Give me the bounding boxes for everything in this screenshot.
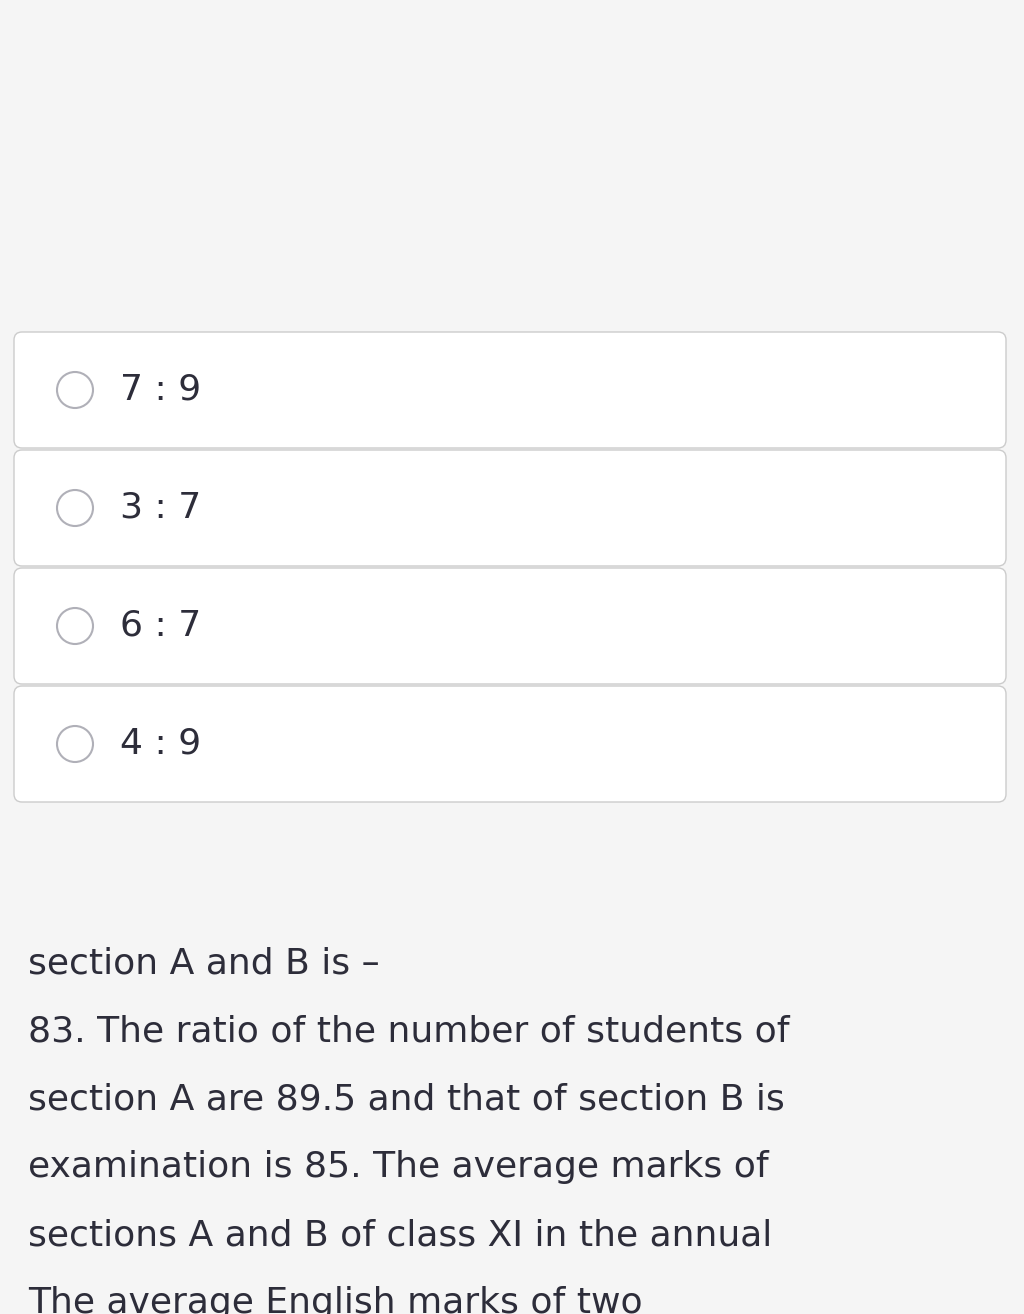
Text: 4 : 9: 4 : 9 <box>120 727 201 761</box>
FancyBboxPatch shape <box>14 332 1006 448</box>
Text: 3 : 7: 3 : 7 <box>120 491 202 526</box>
FancyBboxPatch shape <box>14 449 1006 566</box>
Circle shape <box>57 490 93 526</box>
Text: 6 : 7: 6 : 7 <box>120 608 202 643</box>
Text: 83. The ratio of the number of students of: 83. The ratio of the number of students … <box>28 1014 790 1049</box>
Text: examination is 85. The average marks of: examination is 85. The average marks of <box>28 1150 769 1184</box>
FancyBboxPatch shape <box>14 686 1006 802</box>
FancyBboxPatch shape <box>14 568 1006 685</box>
Text: sections A and B of class XI in the annual: sections A and B of class XI in the annu… <box>28 1218 772 1252</box>
Circle shape <box>57 608 93 644</box>
Text: 7 : 9: 7 : 9 <box>120 373 201 407</box>
Text: section A and B is –: section A and B is – <box>28 946 380 980</box>
Text: section A are 89.5 and that of section B is: section A are 89.5 and that of section B… <box>28 1081 784 1116</box>
Circle shape <box>57 727 93 762</box>
Text: The average English marks of two: The average English marks of two <box>28 1286 643 1314</box>
Circle shape <box>57 372 93 409</box>
